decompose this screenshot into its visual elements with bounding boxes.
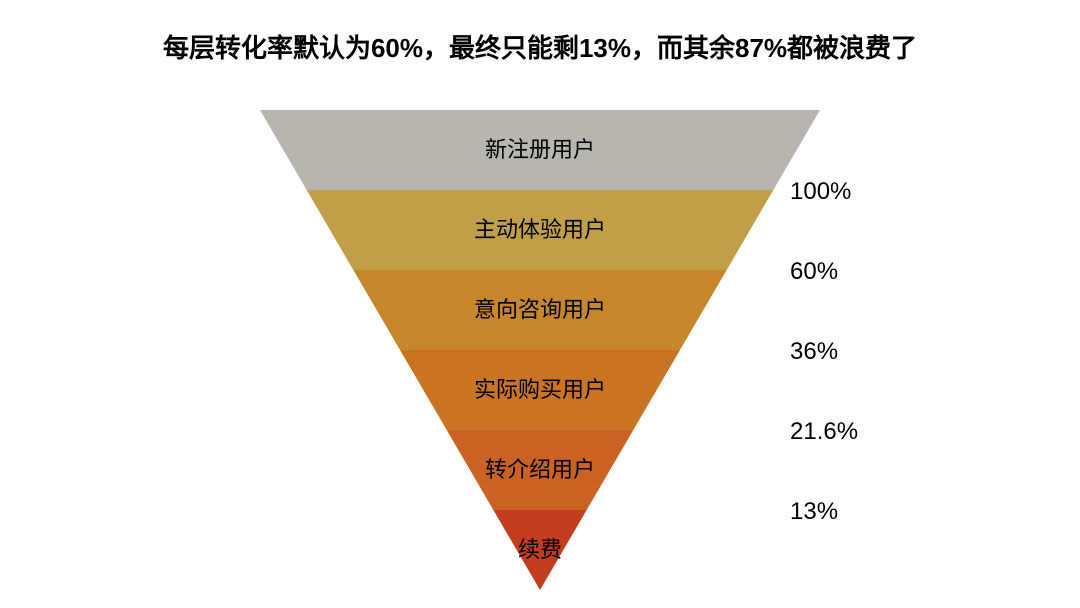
funnel-stage-label-0: 新注册用户 [485, 137, 595, 162]
percent-label-1: 60% [790, 258, 838, 286]
funnel-stage-label-3: 实际购买用户 [474, 377, 606, 402]
percent-label-3: 21.6% [790, 418, 858, 446]
percent-label-0: 100% [790, 178, 851, 206]
funnel-stage-label-2: 意向咨询用户 [474, 297, 606, 322]
funnel-container: 新注册用户主动体验用户意向咨询用户实际购买用户转介绍用户续费 [260, 110, 820, 590]
funnel-svg: 新注册用户主动体验用户意向咨询用户实际购买用户转介绍用户续费 [260, 110, 820, 590]
percent-label-4: 13% [790, 498, 838, 526]
percent-label-2: 36% [790, 338, 838, 366]
funnel-stage-label-5: 续费 [518, 537, 562, 562]
chart-title: 每层转化率默认为60%，最终只能剩13%，而其余87%都被浪费了 [0, 28, 1080, 65]
funnel-stage-label-4: 转介绍用户 [485, 457, 595, 482]
funnel-chart: 每层转化率默认为60%，最终只能剩13%，而其余87%都被浪费了 新注册用户主动… [0, 0, 1080, 608]
funnel-stage-label-1: 主动体验用户 [474, 217, 606, 242]
